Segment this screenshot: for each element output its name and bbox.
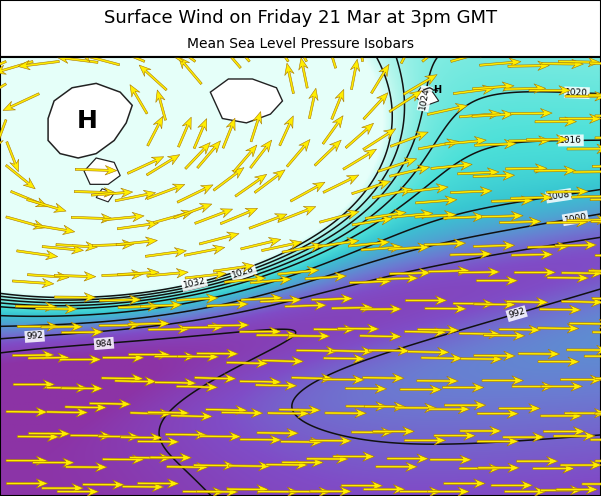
Text: 984: 984 (95, 338, 113, 349)
Text: 1008: 1008 (547, 189, 571, 202)
Polygon shape (84, 158, 120, 185)
Polygon shape (415, 88, 439, 105)
Text: 992: 992 (507, 307, 526, 320)
Text: H: H (433, 85, 442, 95)
Text: 1032: 1032 (182, 276, 207, 290)
Text: 1020: 1020 (566, 88, 588, 98)
Polygon shape (48, 83, 132, 158)
Polygon shape (210, 79, 282, 123)
Text: 1028: 1028 (231, 264, 256, 280)
Text: 1000: 1000 (563, 212, 588, 225)
Text: H: H (77, 109, 97, 133)
Text: Mean Sea Level Pressure Isobars: Mean Sea Level Pressure Isobars (187, 38, 414, 52)
Polygon shape (96, 189, 114, 202)
Text: Surface Wind on Friday 21 Mar at 3pm GMT: Surface Wind on Friday 21 Mar at 3pm GMT (104, 9, 497, 27)
Text: 1024: 1024 (418, 87, 432, 111)
Text: 992: 992 (26, 331, 43, 341)
Text: 1016: 1016 (560, 136, 582, 145)
